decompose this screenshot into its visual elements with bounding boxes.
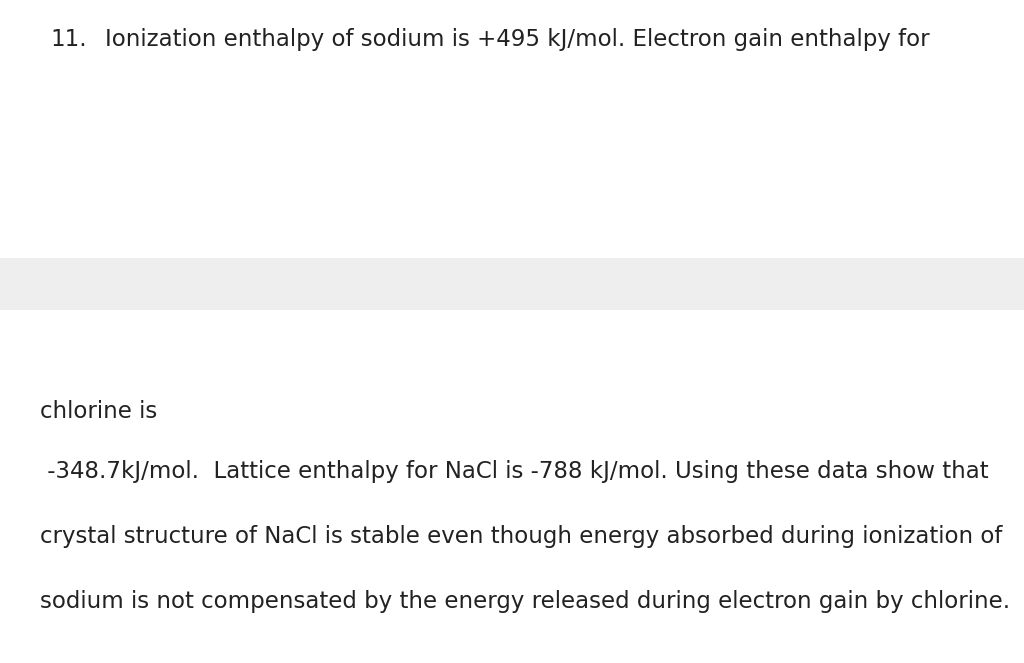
Text: crystal structure of NaCl is stable even though energy absorbed during ionizatio: crystal structure of NaCl is stable even… <box>40 525 1002 548</box>
Text: -348.7kJ/mol.  Lattice enthalpy for NaCl is -788 kJ/mol. Using these data show t: -348.7kJ/mol. Lattice enthalpy for NaCl … <box>40 460 988 483</box>
Bar <box>0 258 1024 310</box>
Text: 11.: 11. <box>50 28 87 51</box>
Text: sodium is not compensated by the energy released during electron gain by chlorin: sodium is not compensated by the energy … <box>40 590 1010 613</box>
Text: chlorine is: chlorine is <box>40 400 158 423</box>
Text: Ionization enthalpy of sodium is +495 kJ/mol. Electron gain enthalpy for: Ionization enthalpy of sodium is +495 kJ… <box>105 28 930 51</box>
